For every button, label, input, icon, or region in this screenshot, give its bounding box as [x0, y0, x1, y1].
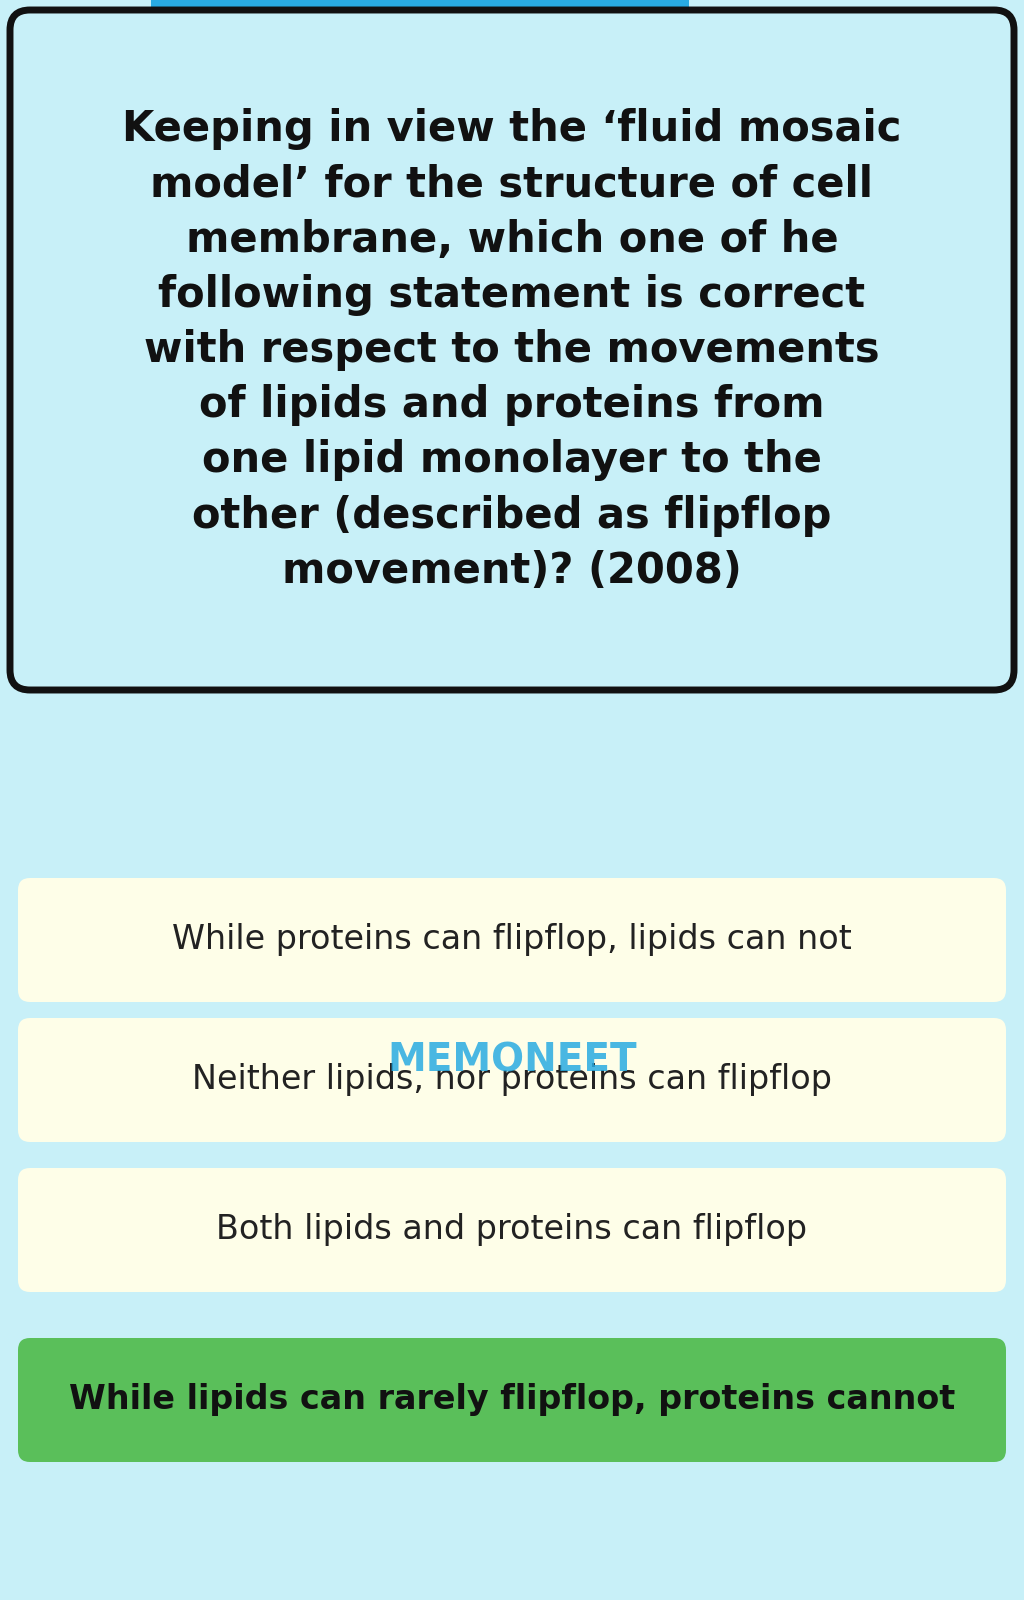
- FancyBboxPatch shape: [151, 0, 689, 26]
- FancyBboxPatch shape: [18, 1168, 1006, 1293]
- Text: While lipids can rarely flipflop, proteins cannot: While lipids can rarely flipflop, protei…: [69, 1384, 955, 1416]
- FancyBboxPatch shape: [10, 10, 1014, 690]
- Text: MEMONEET: MEMONEET: [387, 1042, 637, 1078]
- Text: Keeping in view the ‘fluid mosaic
model’ for the structure of cell
membrane, whi: Keeping in view the ‘fluid mosaic model’…: [122, 109, 902, 592]
- Text: While proteins can flipflop, lipids can not: While proteins can flipflop, lipids can …: [172, 923, 852, 957]
- Text: Neither lipids, nor proteins can flipflop: Neither lipids, nor proteins can flipflo…: [193, 1064, 831, 1096]
- FancyBboxPatch shape: [18, 1338, 1006, 1462]
- FancyBboxPatch shape: [18, 1018, 1006, 1142]
- FancyBboxPatch shape: [18, 878, 1006, 1002]
- Text: Both lipids and proteins can flipflop: Both lipids and proteins can flipflop: [216, 1213, 808, 1246]
